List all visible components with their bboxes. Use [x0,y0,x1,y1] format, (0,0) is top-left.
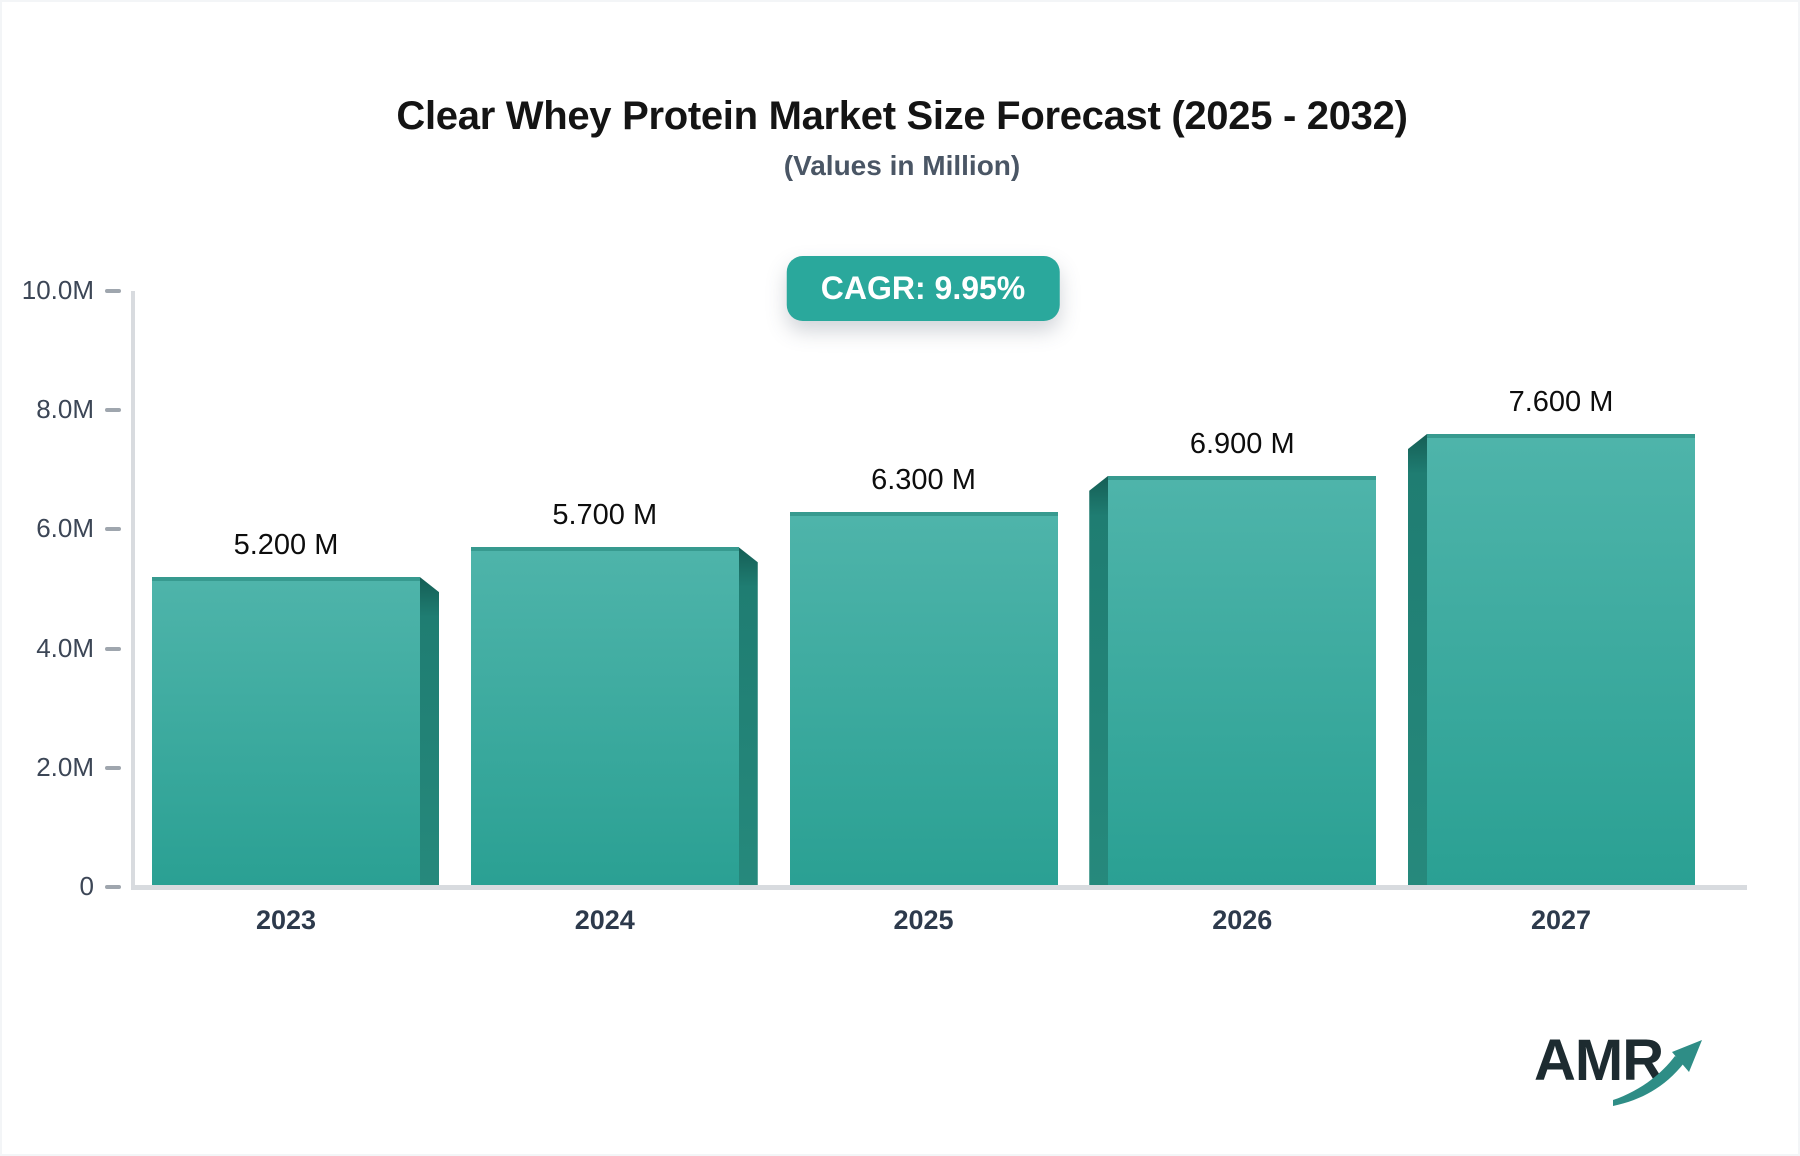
bar-2024-side [738,547,758,887]
bar-2026 [1108,475,1377,887]
y-axis-label-2.0M: 2.0M [36,751,94,782]
bar-2023-side [420,577,439,887]
y-axis-line [131,291,135,890]
growth-arrow-icon [1613,1040,1702,1106]
x-axis-label-2025: 2025 [893,905,954,935]
y-axis-label-4.0M: 4.0M [36,632,94,663]
cagr-badge: CAGR: 9.95% [786,256,1060,321]
y-tick-mark [105,646,121,651]
y-tick-mark [105,885,121,889]
y-axis-label-8.0M: 8.0M [36,394,94,425]
bar-2027-side [1408,434,1427,887]
x-axis-label-2024: 2024 [574,905,635,935]
x-axis-label-2026: 2026 [1212,905,1273,935]
y-tick-mark [105,527,121,532]
amr-logo: AMR [1534,1032,1724,1122]
value-label-2023: 5.200 M [233,529,339,562]
value-label-2027: 7.600 M [1508,386,1614,419]
amr-logo-text: AMR [1534,1028,1664,1093]
y-axis-label-10.0M: 10.0M [21,275,94,305]
x-axis-line [131,885,1747,890]
y-axis-label-6.0M: 6.0M [36,513,94,544]
bar-2023 [152,577,420,887]
x-axis-label-2027: 2027 [1530,905,1592,935]
bar-2025 [789,511,1058,887]
x-axis-label-2023: 2023 [255,905,317,935]
y-axis-label-0: 0 [79,871,94,901]
bar-2024 [470,547,739,887]
value-label-2026: 6.900 M [1189,427,1295,460]
chart-subtitle: (Values in Million) [783,150,1021,181]
y-tick-mark [105,289,121,293]
chart-title: Clear Whey Protein Market Size Forecast … [396,94,1408,138]
value-label-2025: 6.300 M [871,463,976,496]
value-label-2024: 5.700 M [552,499,658,532]
y-tick-mark [105,765,121,770]
bar-2026-side [1089,475,1109,887]
bar-2027 [1427,434,1695,887]
y-tick-mark [105,408,121,413]
